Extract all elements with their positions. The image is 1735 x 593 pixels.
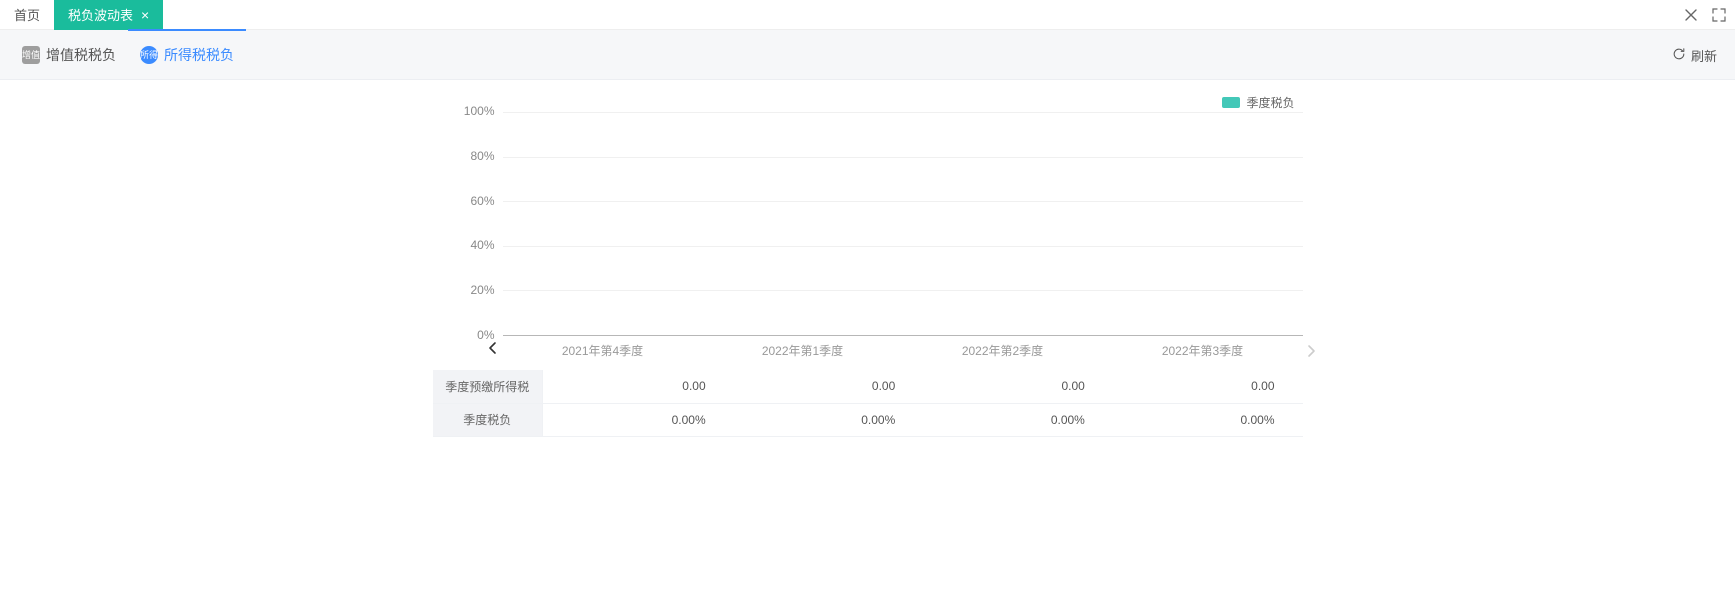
refresh-icon — [1672, 47, 1686, 64]
chevron-left-icon[interactable] — [485, 341, 501, 360]
table-row: 季度预缴所得税 0.00 0.00 0.00 0.00 — [433, 370, 1303, 403]
sub-tab-income-tax[interactable]: 所得 所得税税负 — [128, 30, 246, 80]
row-header: 季度税负 — [433, 403, 543, 436]
legend-label: 季度税负 — [1246, 94, 1294, 111]
refresh-button[interactable]: 刷新 — [1672, 30, 1717, 80]
data-table: 季度预缴所得税 0.00 0.00 0.00 0.00 季度税负 0.00% 0… — [433, 370, 1303, 437]
table-cell: 0.00% — [1113, 403, 1303, 436]
table-cell: 0.00 — [1113, 370, 1303, 403]
sub-tab-bar: 增值 增值税税负 所得 所得税税负 刷新 — [0, 30, 1735, 80]
refresh-label: 刷新 — [1691, 46, 1717, 65]
chart-legend: 季度税负 — [433, 92, 1303, 112]
legend-swatch — [1222, 97, 1240, 108]
chart-y-axis: 100% 80% 60% 40% 20% 0% — [433, 112, 503, 336]
table-cell: 0.00 — [734, 370, 924, 403]
main-content: 季度税负 100% 80% 60% 40% 20% 0% 2021年第4季度 — [0, 80, 1735, 437]
row-header: 季度预缴所得税 — [433, 370, 543, 403]
sub-tab-label: 增值税税负 — [46, 45, 116, 65]
chevron-right-icon[interactable] — [1303, 344, 1319, 363]
top-tab-label: 税负波动表 — [68, 5, 133, 24]
vat-icon: 增值 — [22, 46, 40, 64]
income-tax-icon: 所得 — [140, 46, 158, 64]
x-tick: 2022年第2季度 — [903, 342, 1103, 359]
chart-plot — [503, 112, 1303, 336]
table-cell: 0.00 — [923, 370, 1113, 403]
x-tick: 2021年第4季度 — [503, 342, 703, 359]
fullscreen-icon[interactable] — [1711, 7, 1727, 23]
x-tick: 2022年第1季度 — [703, 342, 903, 359]
chart-area: 100% 80% 60% 40% 20% 0% — [433, 112, 1303, 336]
table-cell: 0.00% — [734, 403, 924, 436]
chart-x-axis: 2021年第4季度 2022年第1季度 2022年第2季度 2022年第3季度 — [433, 336, 1303, 364]
close-panel-icon[interactable] — [1683, 7, 1699, 23]
table-row: 季度税负 0.00% 0.00% 0.00% 0.00% — [433, 403, 1303, 436]
table-cell: 0.00% — [923, 403, 1113, 436]
x-tick: 2022年第3季度 — [1103, 342, 1303, 359]
table-cell: 0.00% — [543, 403, 734, 436]
top-tab-label: 首页 — [14, 5, 40, 24]
top-tab-home[interactable]: 首页 — [0, 0, 54, 30]
sub-tab-vat[interactable]: 增值 增值税税负 — [10, 30, 128, 80]
close-icon[interactable]: × — [141, 7, 149, 23]
top-tab-tax-fluctuation[interactable]: 税负波动表 × — [54, 0, 163, 30]
table-cell: 0.00 — [543, 370, 734, 403]
sub-tab-label: 所得税税负 — [164, 45, 234, 65]
top-tab-bar: 首页 税负波动表 × — [0, 0, 1735, 30]
